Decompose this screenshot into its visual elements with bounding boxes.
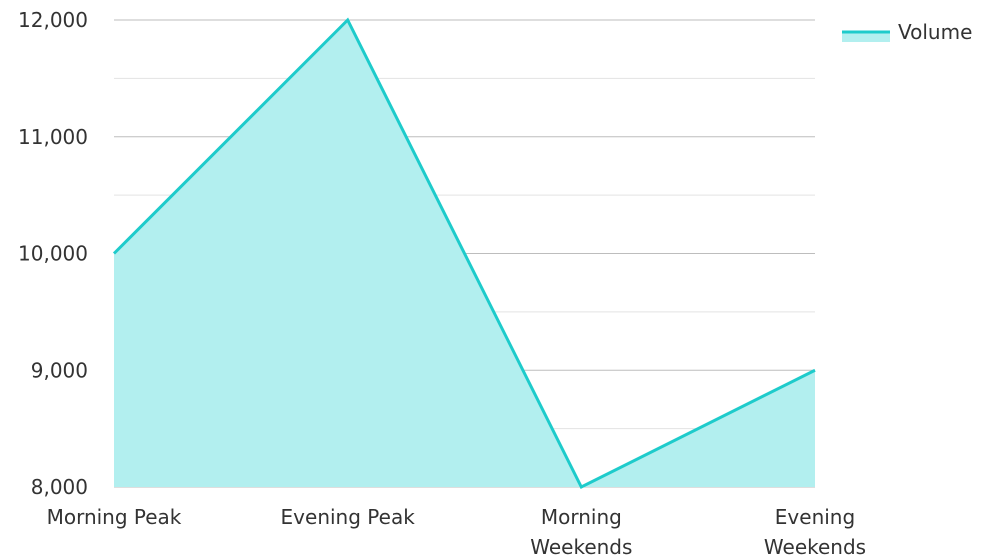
x-tick-label: Evening Peak [281,505,416,529]
x-tick-label: Morning Weekends [530,505,632,559]
series-area [114,20,815,487]
legend: Volume [842,20,972,44]
legend-swatch-fill [842,32,890,42]
area-fill [114,20,815,487]
y-tick-label: 12,000 [18,8,88,32]
y-tick-label: 11,000 [18,125,88,149]
x-axis-tick-labels: Morning Peak Evening Peak Morning Weekends E… [47,505,867,559]
y-tick-label: 9,000 [31,358,88,382]
legend-label: Volume [898,20,972,44]
x-tick-label: Morning Peak [47,505,182,529]
series-line [112,17,816,490]
y-tick-label: 10,000 [18,242,88,266]
y-axis-tick-labels: 8,000 9,000 10,000 11,000 12,000 [18,8,88,499]
x-tick-label: Evening Weekends [764,505,866,559]
y-tick-label: 8,000 [31,475,88,499]
series-line-path [112,17,816,490]
